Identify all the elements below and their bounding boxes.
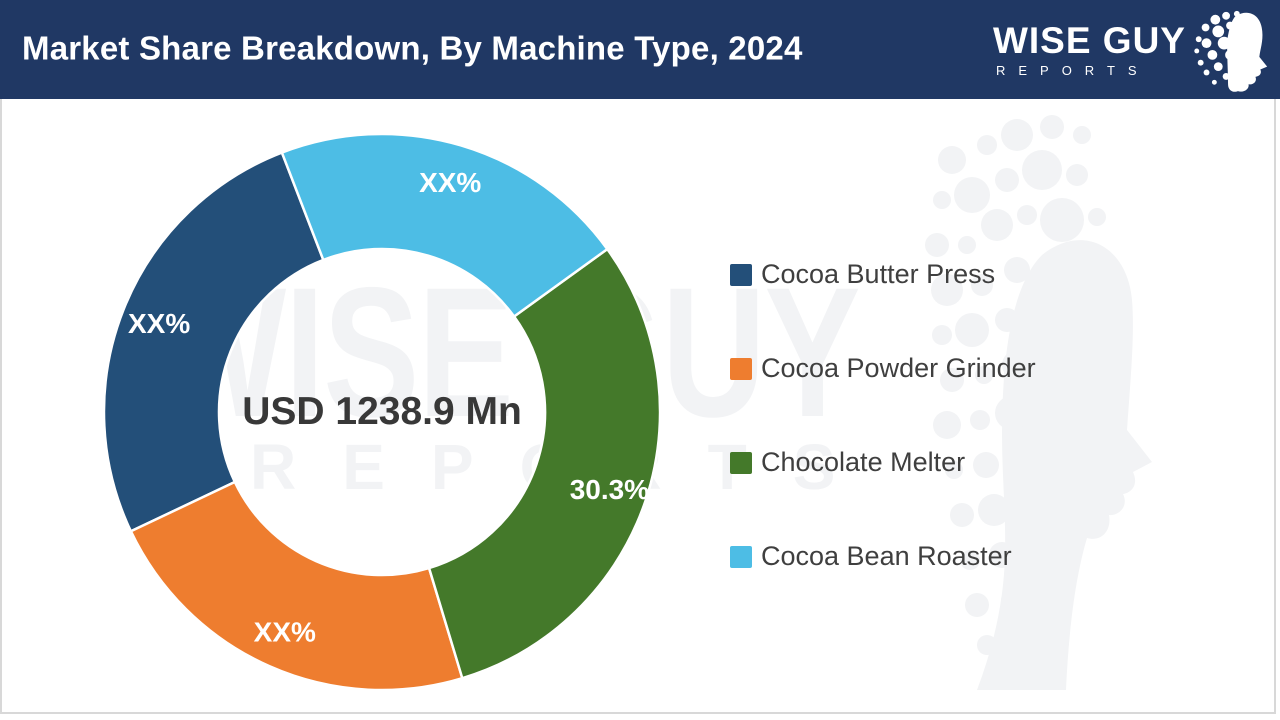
head-dot: [1066, 164, 1088, 186]
legend-label: Cocoa Powder Grinder: [761, 353, 1036, 383]
head-dot: [1001, 119, 1033, 151]
legend-label: Cocoa Bean Roaster: [761, 541, 1012, 571]
head-dot: [1022, 150, 1062, 190]
legend-item-cocoa-powder-grinder: Cocoa Powder Grinder: [730, 353, 1036, 384]
head-dot: [978, 494, 1010, 526]
head-dot: [1197, 59, 1204, 66]
head-dot: [965, 593, 989, 617]
head-dot: [1211, 79, 1217, 85]
donut-slice-cocoa-butter-press: [102, 151, 325, 533]
head-dot: [1212, 25, 1225, 38]
head-dot: [1240, 75, 1247, 82]
donut-slice-cocoa-powder-grinder: [129, 480, 464, 692]
head-dot: [1232, 62, 1241, 71]
legend-swatch-cocoa-bean-roaster: [730, 545, 752, 568]
head-dot: [1233, 10, 1240, 17]
donut-center-value: USD 1238.9 Mn: [242, 390, 522, 433]
head-dot: [1207, 50, 1218, 60]
head-dot: [973, 452, 999, 478]
head-dot: [989, 542, 1015, 568]
head-dot: [1004, 257, 1030, 283]
head-dot: [1194, 48, 1200, 54]
legend-swatch-cocoa-butter-press: [730, 263, 752, 286]
head-dot: [931, 274, 963, 306]
donut-slice-label: XX%: [128, 308, 190, 339]
donut-chart: XX% XX% 30.3% XX%: [102, 132, 662, 692]
logo-wordmark: WISE GUY: [992, 20, 1186, 62]
head-dot: [1213, 62, 1223, 72]
legend-swatch-chocolate-melter: [730, 451, 752, 474]
head-dot: [995, 396, 1029, 430]
head-dot: [1004, 627, 1030, 653]
head-dot: [1008, 450, 1028, 470]
head-dot: [932, 325, 952, 345]
head-dot: [970, 410, 990, 430]
donut-slice-label: XX%: [254, 616, 316, 647]
head-dot: [977, 135, 997, 155]
legend-label: Cocoa Butter Press: [761, 259, 996, 289]
legend: Cocoa Butter Press Cocoa Powder Grinder …: [730, 259, 1036, 572]
head-dot: [954, 177, 990, 213]
head-dot: [938, 146, 966, 174]
donut-slice-cocoa-bean-roaster: [280, 132, 609, 318]
head-dot: [945, 461, 963, 479]
head-dot: [933, 191, 951, 209]
head-dot: [1246, 65, 1253, 72]
head-dot: [1019, 292, 1055, 328]
head-dot: [1017, 205, 1037, 225]
watermark-head-graphic: [925, 115, 1152, 690]
head-dot: [1217, 36, 1231, 50]
legend-label: Chocolate Melter: [761, 447, 966, 477]
donut-slice-chocolate-melter: [427, 247, 662, 680]
brand-logo: WISE GUY REPORTS: [993, 5, 1270, 95]
head-dot: [1240, 52, 1249, 61]
head-dot: [995, 308, 1019, 332]
head-dot: [1040, 115, 1064, 139]
head-dot: [1088, 208, 1106, 226]
head-dot: [1210, 14, 1221, 25]
head-dot: [971, 274, 993, 296]
head-dot: [1231, 31, 1240, 40]
head-dot: [1201, 23, 1210, 32]
head-dot: [1231, 83, 1237, 89]
legend-swatch-cocoa-powder-grinder: [730, 357, 752, 380]
header: Market Share Breakdown, By Machine Type,…: [0, 0, 1280, 99]
head-dot: [1222, 72, 1230, 80]
logo-text-block: WISE GUY REPORTS: [992, 20, 1186, 78]
head-dot: [1234, 40, 1245, 50]
head-dot: [981, 209, 1013, 241]
head-dot: [975, 366, 993, 384]
donut-slice-label: 30.3%: [570, 474, 649, 505]
head-dot: [1040, 198, 1084, 242]
legend-item-cocoa-bean-roaster: Cocoa Bean Roaster: [730, 541, 1036, 572]
head-dot: [1203, 69, 1210, 76]
head-dot: [995, 168, 1019, 192]
page-title: Market Share Breakdown, By Machine Type,…: [22, 28, 803, 66]
head-dot: [933, 411, 961, 439]
head-dot: [1222, 11, 1230, 20]
head-dot: [960, 550, 980, 570]
head-dot: [1195, 36, 1202, 43]
head-dot: [1043, 256, 1061, 274]
head-dot: [955, 313, 989, 347]
head-dot: [1001, 591, 1019, 609]
head-dot: [1201, 38, 1212, 49]
legend-item-chocolate-melter: Chocolate Melter: [730, 447, 1036, 478]
head-dot: [1002, 350, 1032, 380]
head-dot: [925, 233, 949, 257]
head-dot: [1017, 496, 1035, 514]
chart-area: WISE GUY REPORTS XX%XX%30.3%XX% USD 1238…: [0, 99, 1276, 714]
logo-subtext: REPORTS: [995, 62, 1150, 78]
logo-head-icon: [1194, 10, 1268, 92]
head-dot: [958, 236, 976, 254]
head-dot: [950, 503, 974, 527]
head-dot: [940, 368, 964, 392]
head-dot: [1226, 21, 1234, 30]
legend-item-cocoa-butter-press: Cocoa Butter Press: [730, 259, 1036, 290]
head-dot: [1073, 126, 1091, 144]
head-dot: [1225, 50, 1235, 60]
head-dot: [977, 635, 997, 655]
donut-slice-label: XX%: [419, 167, 481, 198]
